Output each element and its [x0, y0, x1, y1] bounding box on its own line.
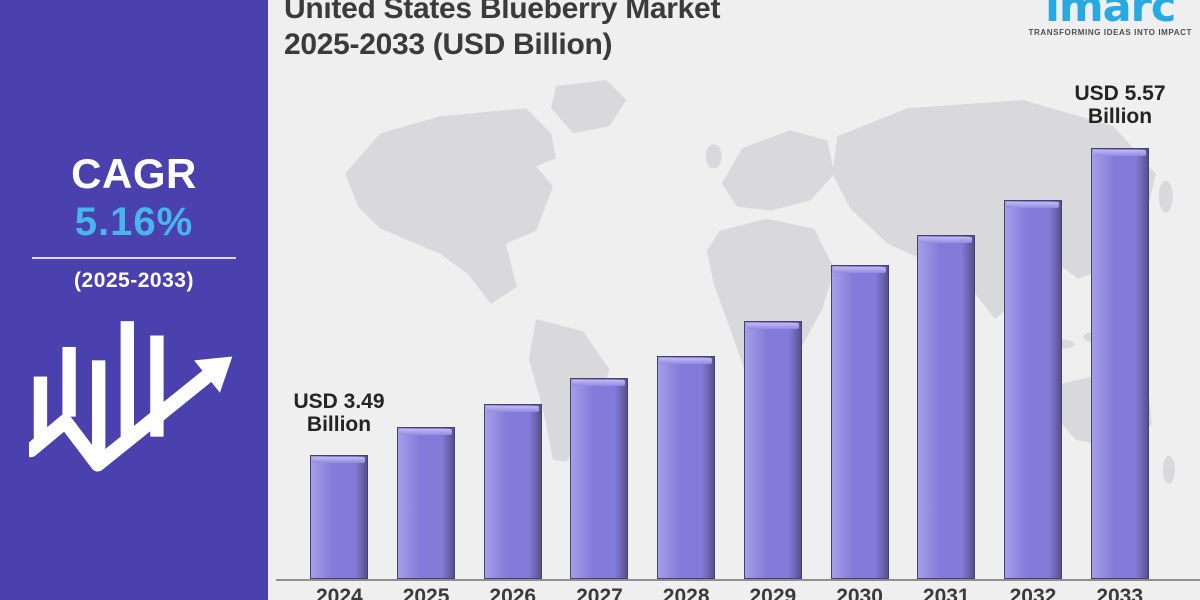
x-label-2030: 2030 [836, 585, 883, 600]
x-label-2024: 2024 [315, 585, 363, 600]
imarc-logo: imarc TRANSFORMING IDEAS INTO IMPACT [1029, 0, 1192, 37]
bar-slot-2030 [816, 265, 903, 579]
bar-slot-2025 [383, 427, 470, 579]
x-label-2026: 2026 [489, 585, 537, 600]
x-label-2025: 2025 [402, 585, 450, 600]
value-label-2033-line1: USD 5.57 [1074, 82, 1166, 105]
bar-2025 [397, 427, 456, 579]
bar-2027 [570, 378, 629, 579]
value-label-2024-line2: Billion [306, 413, 372, 436]
value-label-2024-line1: USD 3.49 [293, 390, 385, 413]
bar-slot-2032 [990, 200, 1077, 579]
cagr-period: (2025-2033) [74, 269, 194, 292]
bar-slot-2026 [469, 404, 556, 579]
bar-slot-2031 [903, 235, 990, 579]
cagr-value: 5.16% [74, 200, 194, 244]
cagr-panel: CAGR 5.16% (2025-2033) [0, 0, 268, 600]
chart-area: United States Blueberry Market 2025-2033… [268, 0, 1200, 600]
bar-slot-2024 [296, 455, 383, 579]
value-label-2033-line2: Billion [1087, 105, 1153, 128]
divider-line [32, 257, 236, 259]
x-label-2032: 2032 [1009, 585, 1057, 600]
x-label-2027: 2027 [576, 585, 623, 600]
x-label-2029: 2029 [749, 585, 797, 600]
imarc-wordmark: imarc [1045, 0, 1176, 32]
bar-2031 [917, 235, 976, 579]
chart-title-line2: 2025-2033 (USD Billion) [284, 28, 613, 61]
value-label-2024: USD 3.49 Billion [293, 390, 384, 436]
bar-2028 [657, 356, 716, 579]
imarc-tagline: TRANSFORMING IDEAS INTO IMPACT [1028, 28, 1192, 37]
chart-title: United States Blueberry Market 2025-2033… [284, 0, 720, 63]
cagr-label: CAGR [71, 150, 197, 197]
bar-slot-2029 [730, 321, 817, 579]
bar-2033 [1090, 148, 1149, 579]
x-label-2033: 2033 [1096, 585, 1144, 600]
bar-series [296, 85, 1163, 579]
bar-2029 [743, 321, 802, 579]
x-label-2028: 2028 [662, 585, 710, 600]
x-label-2031: 2031 [922, 585, 970, 600]
growth-chart-icon [29, 321, 233, 472]
bar-slot-2028 [643, 356, 730, 579]
bar-2026 [483, 404, 542, 579]
chart-title-line1: United States Blueberry Market [284, 0, 721, 25]
bar-2024 [310, 455, 369, 579]
bar-slot-2027 [556, 378, 643, 579]
x-axis [276, 579, 1200, 581]
bar-slot-2033 [1076, 148, 1163, 579]
value-label-2033: USD 5.57 Billion [1074, 82, 1165, 128]
bar-2032 [1003, 200, 1062, 579]
x-axis-labels: 2024 2025 2026 2027 2028 2029 2030 2031 2032 2033 [296, 585, 1163, 600]
bar-2030 [830, 265, 889, 579]
